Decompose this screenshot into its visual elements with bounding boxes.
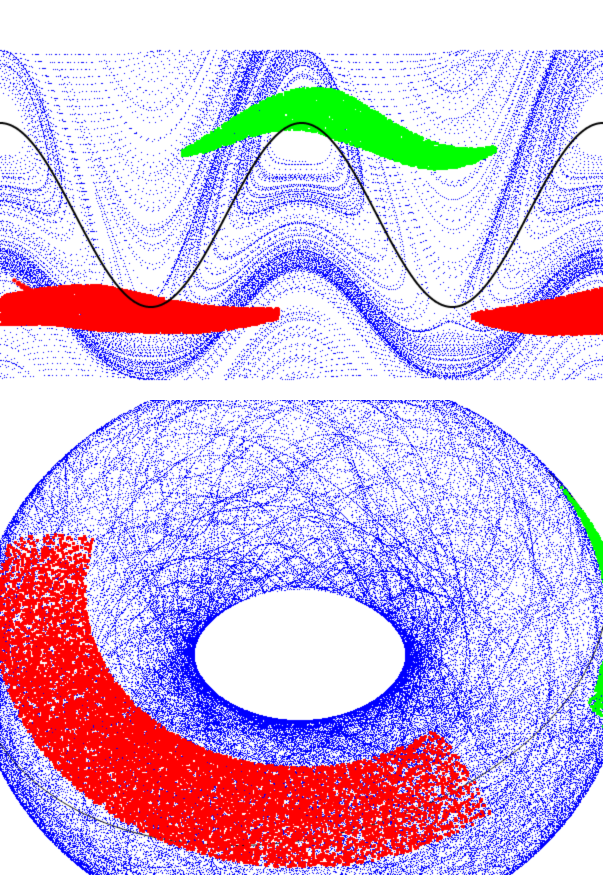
top-panel-phase-plane [0, 0, 603, 400]
bottom-panel-canvas [0, 400, 603, 875]
top-panel-canvas [0, 0, 603, 400]
bottom-panel-torus [0, 400, 603, 875]
